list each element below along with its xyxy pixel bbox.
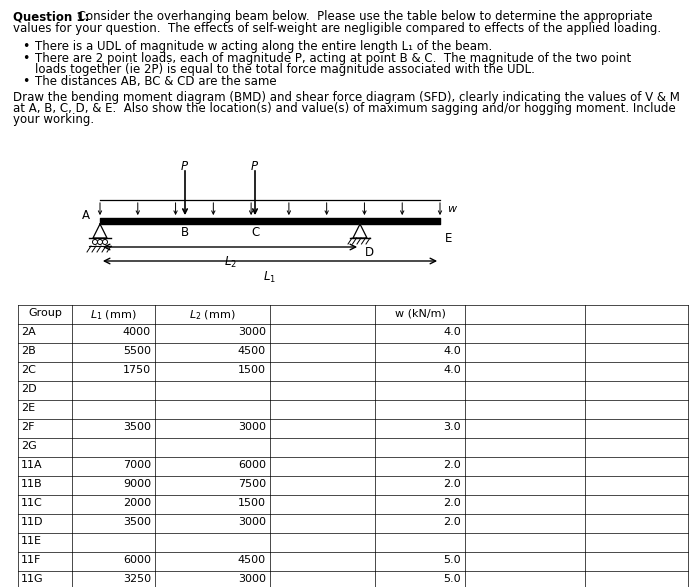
Text: 2B: 2B	[21, 346, 36, 356]
Circle shape	[97, 239, 102, 245]
Text: •: •	[22, 52, 29, 65]
Text: 1750: 1750	[123, 365, 151, 375]
Text: w (kN/m): w (kN/m)	[395, 308, 445, 318]
Text: 3250: 3250	[123, 574, 151, 584]
Text: 11D: 11D	[21, 517, 43, 527]
Text: There are 2 point loads, each of magnitude P, acting at point B & C.  The magnit: There are 2 point loads, each of magnitu…	[35, 52, 631, 65]
Text: 5.0: 5.0	[443, 574, 461, 584]
Text: your working.: your working.	[13, 113, 94, 126]
Text: 1500: 1500	[238, 365, 266, 375]
Text: 2F: 2F	[21, 422, 34, 432]
Circle shape	[102, 239, 108, 245]
Text: $L_1$: $L_1$	[263, 270, 276, 285]
Text: 3500: 3500	[123, 422, 151, 432]
Text: 11E: 11E	[21, 536, 42, 546]
Text: 11B: 11B	[21, 479, 43, 489]
Polygon shape	[93, 224, 107, 238]
Text: 1500: 1500	[238, 498, 266, 508]
Text: 6000: 6000	[238, 460, 266, 470]
Text: 3000: 3000	[238, 422, 266, 432]
Text: A: A	[82, 209, 90, 222]
Text: w: w	[447, 204, 456, 214]
Text: Consider the overhanging beam below.  Please use the table below to determine th: Consider the overhanging beam below. Ple…	[74, 10, 652, 23]
Text: 3500: 3500	[123, 517, 151, 527]
Text: 9000: 9000	[123, 479, 151, 489]
Text: 2.0: 2.0	[443, 460, 461, 470]
Text: E: E	[445, 232, 452, 245]
Text: values for your question.  The effects of self-weight are negligible compared to: values for your question. The effects of…	[13, 22, 661, 35]
Text: 4500: 4500	[238, 346, 266, 356]
Text: The distances AB, BC & CD are the same: The distances AB, BC & CD are the same	[35, 75, 276, 88]
Text: Question 1:: Question 1:	[13, 10, 90, 23]
Text: P: P	[251, 160, 258, 173]
Text: •: •	[22, 75, 29, 88]
Text: 4500: 4500	[238, 555, 266, 565]
Text: 5.0: 5.0	[443, 555, 461, 565]
Text: 11F: 11F	[21, 555, 41, 565]
Text: P: P	[181, 160, 188, 173]
Text: 2000: 2000	[123, 498, 151, 508]
Text: 11A: 11A	[21, 460, 43, 470]
Text: B: B	[181, 226, 189, 239]
Text: 2E: 2E	[21, 403, 35, 413]
Text: 3.0: 3.0	[443, 422, 461, 432]
Text: 7000: 7000	[123, 460, 151, 470]
Text: 11G: 11G	[21, 574, 43, 584]
Text: 3000: 3000	[238, 517, 266, 527]
Text: 2A: 2A	[21, 327, 36, 337]
Text: $L_2$: $L_2$	[223, 255, 237, 270]
Text: 2G: 2G	[21, 441, 36, 451]
Text: 2C: 2C	[21, 365, 36, 375]
Text: 2D: 2D	[21, 384, 36, 394]
Text: $L_2$ (mm): $L_2$ (mm)	[189, 308, 236, 322]
Text: D: D	[365, 246, 374, 259]
Text: 11C: 11C	[21, 498, 43, 508]
Text: 4.0: 4.0	[443, 327, 461, 337]
Text: at A, B, C, D, & E.  Also show the location(s) and value(s) of maximum sagging a: at A, B, C, D, & E. Also show the locati…	[13, 102, 675, 115]
Text: 4.0: 4.0	[443, 365, 461, 375]
Text: 7500: 7500	[238, 479, 266, 489]
Text: 5500: 5500	[123, 346, 151, 356]
Text: 2.0: 2.0	[443, 517, 461, 527]
Text: $L_1$ (mm): $L_1$ (mm)	[90, 308, 136, 322]
Text: 3000: 3000	[238, 574, 266, 584]
Text: 4000: 4000	[123, 327, 151, 337]
Text: loads together (ie 2P) is equal to the total force magnitude associated with the: loads together (ie 2P) is equal to the t…	[35, 63, 535, 76]
Text: C: C	[251, 226, 259, 239]
Text: 2.0: 2.0	[443, 479, 461, 489]
Text: 2.0: 2.0	[443, 498, 461, 508]
Polygon shape	[353, 224, 367, 238]
Text: •: •	[22, 40, 29, 53]
Text: Draw the bending moment diagram (BMD) and shear force diagram (SFD), clearly ind: Draw the bending moment diagram (BMD) an…	[13, 91, 680, 104]
Text: 6000: 6000	[123, 555, 151, 565]
Text: There is a UDL of magnitude w acting along the entire length L₁ of the beam.: There is a UDL of magnitude w acting alo…	[35, 40, 492, 53]
Text: Group: Group	[28, 308, 62, 318]
Circle shape	[92, 239, 97, 245]
Text: 4.0: 4.0	[443, 346, 461, 356]
Text: 3000: 3000	[238, 327, 266, 337]
